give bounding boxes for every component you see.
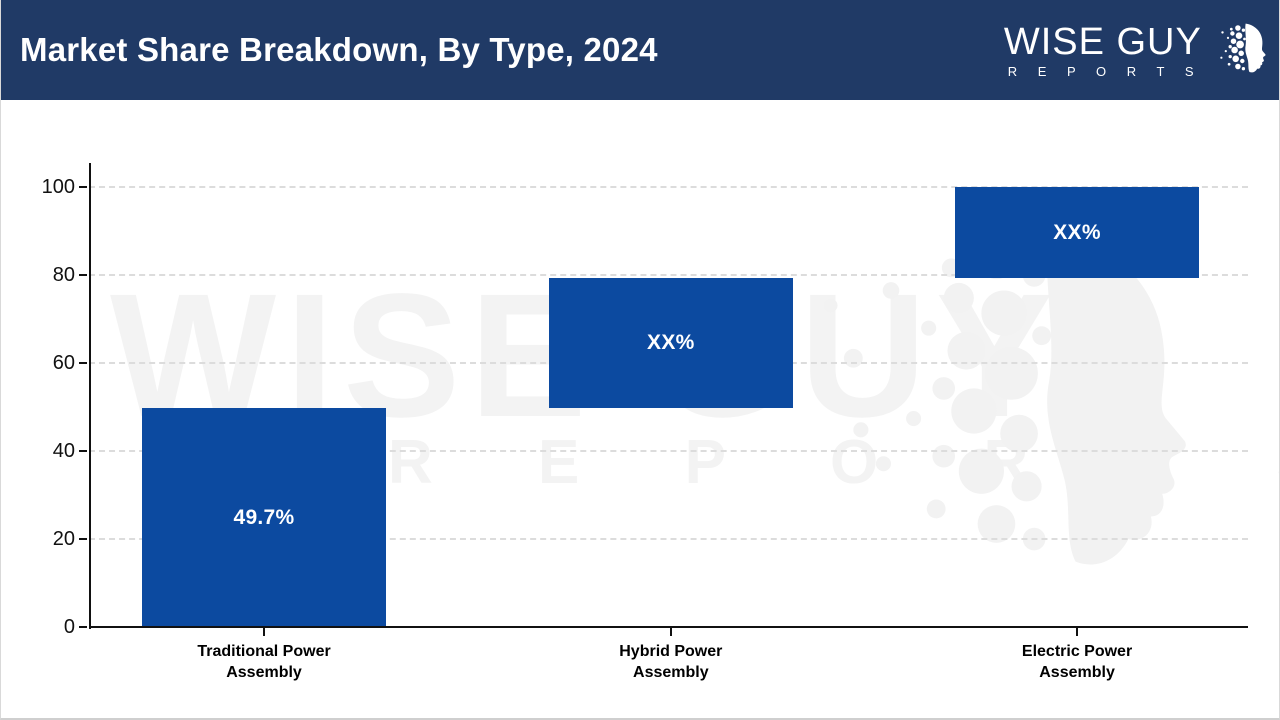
y-axis-line	[89, 163, 91, 629]
brand-subtitle: R E P O R T S	[1007, 63, 1202, 79]
x-tick-mark	[263, 628, 265, 636]
x-axis-line	[89, 626, 1248, 628]
bar: 49.7%	[142, 408, 386, 627]
page-title: Market Share Breakdown, By Type, 2024	[20, 31, 658, 68]
bar: XX%	[955, 187, 1200, 279]
y-tick-label: 0	[63, 616, 75, 638]
x-axis-label: Hybrid Power Assembly	[619, 643, 723, 682]
y-tick-mark	[79, 274, 87, 277]
bar-value-label: XX%	[1053, 220, 1101, 244]
y-tick-label: 40	[52, 440, 75, 463]
x-axis-label: Traditional Power Assembly	[197, 643, 331, 682]
gridline	[89, 538, 1248, 541]
header-bar: Market Share Breakdown, By Type, 2024 WI…	[0, 0, 1280, 100]
brand-logo-text: WISE GUY R E P O R T S	[1004, 23, 1202, 78]
dotted-face-icon	[1220, 23, 1266, 73]
y-tick-mark	[79, 450, 87, 453]
brand-wordmark: WISE GUY	[1003, 20, 1202, 63]
brand-logo: WISE GUY R E P O R T S	[1004, 0, 1272, 100]
y-tick-label: 80	[52, 264, 75, 287]
y-tick-mark	[79, 186, 87, 189]
y-tick-mark	[79, 362, 87, 365]
gridline	[89, 274, 1248, 277]
chart-plot-area: 0 20 40 60 80 100 49.7% Traditional Power Assem…	[42, 163, 1248, 681]
bar-value-label: XX%	[647, 331, 695, 355]
y-tick-label: 100	[41, 176, 75, 199]
y-tick-mark	[79, 538, 87, 541]
x-tick-mark	[1076, 628, 1079, 636]
bar-value-label: 49.7%	[233, 505, 295, 529]
bar: XX%	[548, 278, 793, 409]
x-axis-label: Electric Power Assembly	[1021, 643, 1133, 682]
y-tick-mark	[79, 626, 87, 628]
y-tick-label: 20	[52, 528, 75, 551]
x-tick-mark	[669, 628, 672, 636]
gridline	[89, 450, 1248, 453]
y-tick-label: 60	[52, 352, 75, 375]
gridline	[89, 186, 1248, 189]
